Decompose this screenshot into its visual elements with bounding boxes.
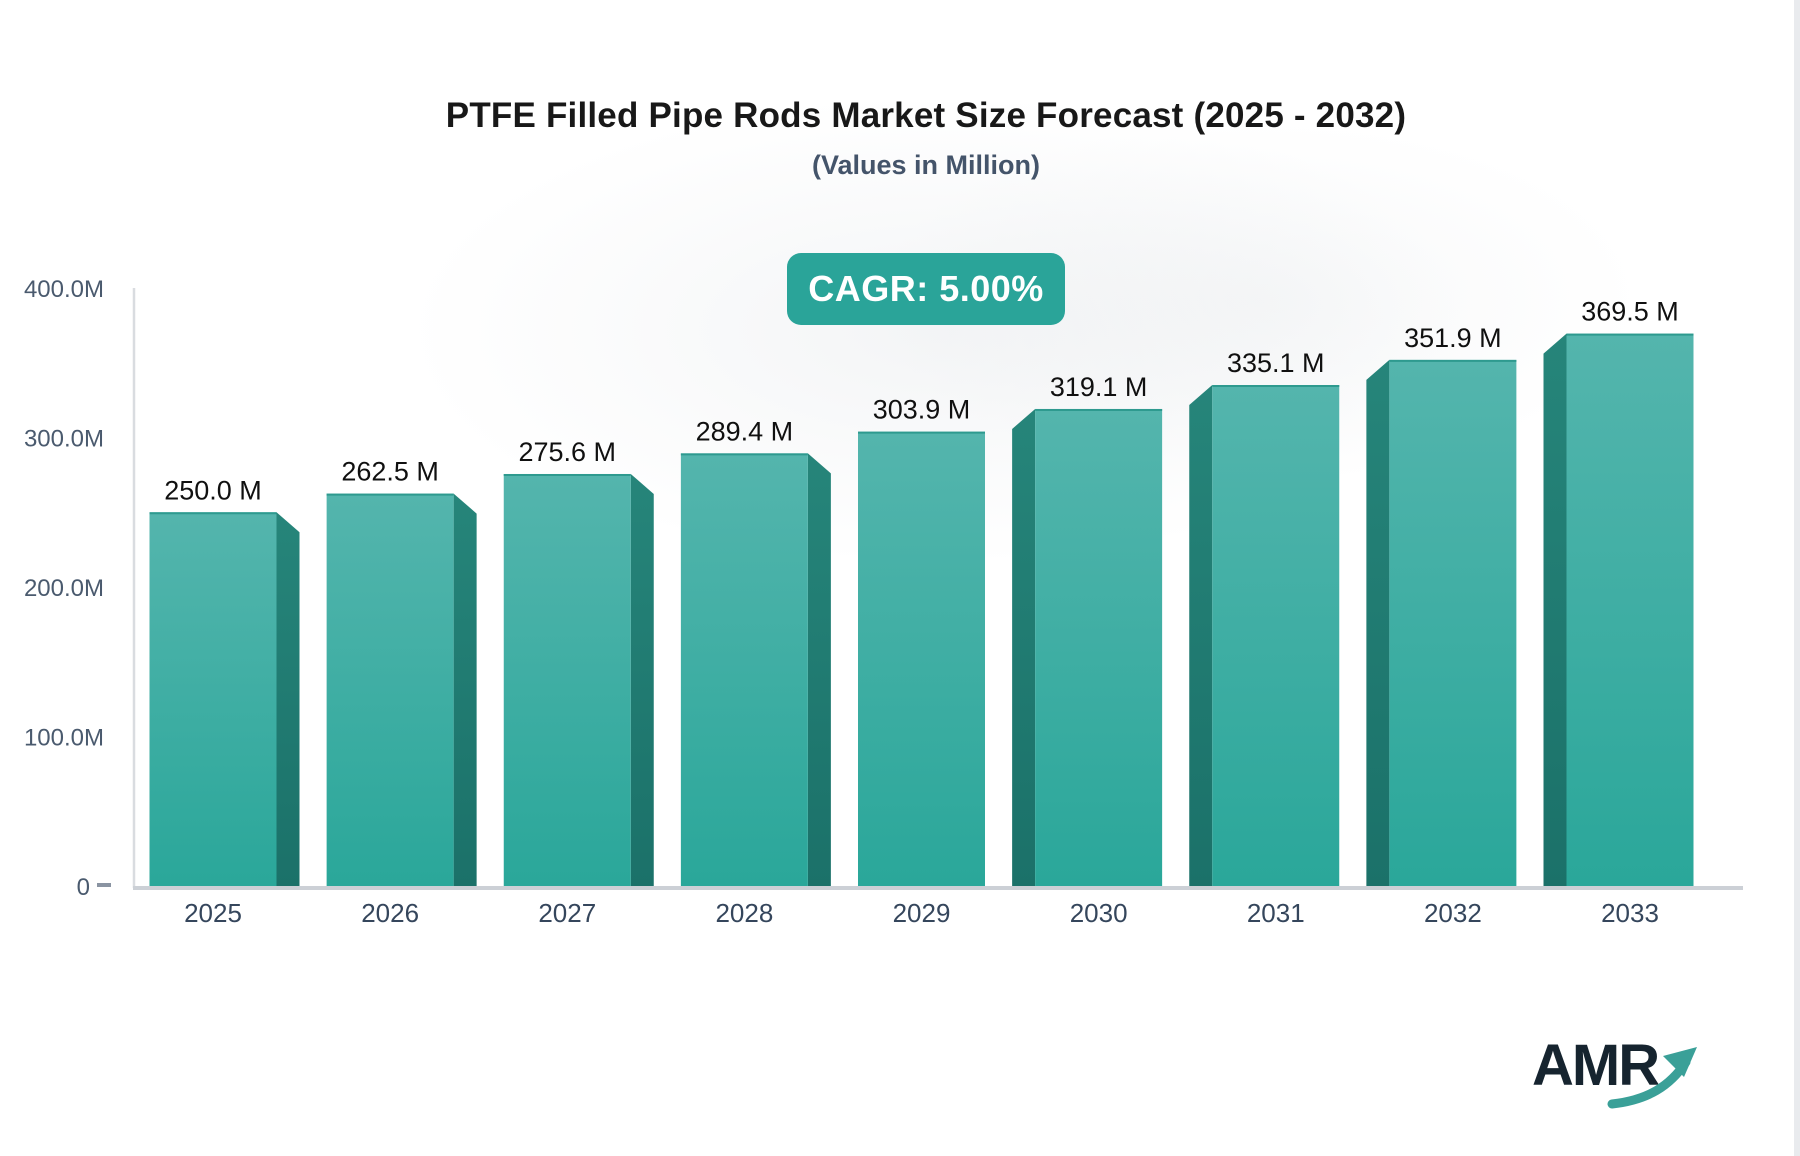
bar-side-face xyxy=(630,473,654,886)
bar-side-face xyxy=(807,453,831,886)
x-tick-label: 2031 xyxy=(1247,898,1305,928)
chart-subtitle: (Values in Million) xyxy=(811,150,1041,180)
bar-group-2027: 275.6 M 2027 xyxy=(503,437,654,928)
y-tick-label: 400.0M xyxy=(24,276,104,303)
bar-face xyxy=(149,512,277,886)
bar-value-label: 289.4 M xyxy=(696,416,794,446)
x-tick-label: 2027 xyxy=(538,898,596,928)
bar-value-label: 369.5 M xyxy=(1581,297,1679,327)
bar-value-label: 262.5 M xyxy=(341,457,439,487)
x-tick-label: 2025 xyxy=(184,898,242,928)
bar-value-label: 351.9 M xyxy=(1404,323,1502,353)
bar-value-label: 303.9 M xyxy=(873,395,971,425)
bar-value-label: 335.1 M xyxy=(1227,348,1325,378)
x-tick-label: 2033 xyxy=(1601,898,1659,928)
bar-value-label: 275.6 M xyxy=(518,437,616,467)
bar-face xyxy=(1035,408,1163,886)
bar-group-2029: 303.9 M 2029 xyxy=(858,395,985,928)
bar-side-face xyxy=(276,512,300,886)
bar-face xyxy=(680,453,808,886)
x-tick-label: 2026 xyxy=(361,898,419,928)
zero-tick-dash xyxy=(97,883,111,887)
y-tick-label: 200.0M xyxy=(24,575,104,602)
cagr-badge: CAGR: 5.00% xyxy=(787,253,1065,325)
x-tick-label: 2032 xyxy=(1424,898,1482,928)
amr-logo-text: AMR xyxy=(1532,1033,1660,1098)
bar-face xyxy=(1566,333,1694,886)
y-tick-label: 0 xyxy=(77,874,90,901)
bar-side-face xyxy=(1012,408,1036,886)
bar-value-label: 250.0 M xyxy=(164,475,262,505)
bar-group-2030: 319.1 M 2030 xyxy=(1012,372,1163,928)
chart-title: PTFE Filled Pipe Rods Market Size Foreca… xyxy=(445,96,1407,135)
bar-group-2032: 351.9 M 2032 xyxy=(1366,323,1517,928)
bar-face xyxy=(503,473,631,886)
x-tick-label: 2029 xyxy=(893,898,951,928)
bar-face xyxy=(858,431,985,886)
growth-arrow-icon xyxy=(1607,1047,1697,1109)
bar-face xyxy=(1212,385,1340,886)
bar-face xyxy=(326,493,454,886)
amr-logo: AMR xyxy=(1500,1010,1800,1156)
bar-side-face xyxy=(1366,359,1390,886)
bar-group-2028: 289.4 M 2028 xyxy=(680,416,831,928)
x-tick-label: 2028 xyxy=(715,898,773,928)
bar-group-2031: 335.1 M 2031 xyxy=(1189,348,1340,928)
bar-side-face xyxy=(453,493,477,886)
bar-side-face xyxy=(1543,333,1567,886)
cagr-badge-label: CAGR: 5.00% xyxy=(808,268,1044,309)
y-tick-label: 100.0M xyxy=(24,725,104,752)
y-tick-label: 300.0M xyxy=(24,426,104,453)
x-tick-label: 2030 xyxy=(1070,898,1128,928)
bar-group-2025: 250.0 M 2025 xyxy=(149,475,300,928)
bar-value-label: 319.1 M xyxy=(1050,372,1148,402)
bar-group-2026: 262.5 M 2026 xyxy=(326,457,477,928)
bar-side-face xyxy=(1189,385,1213,886)
bar-group-2033: 369.5 M 2033 xyxy=(1543,297,1694,928)
page-edge-strip xyxy=(1794,0,1800,1156)
bar-face xyxy=(1389,359,1517,886)
